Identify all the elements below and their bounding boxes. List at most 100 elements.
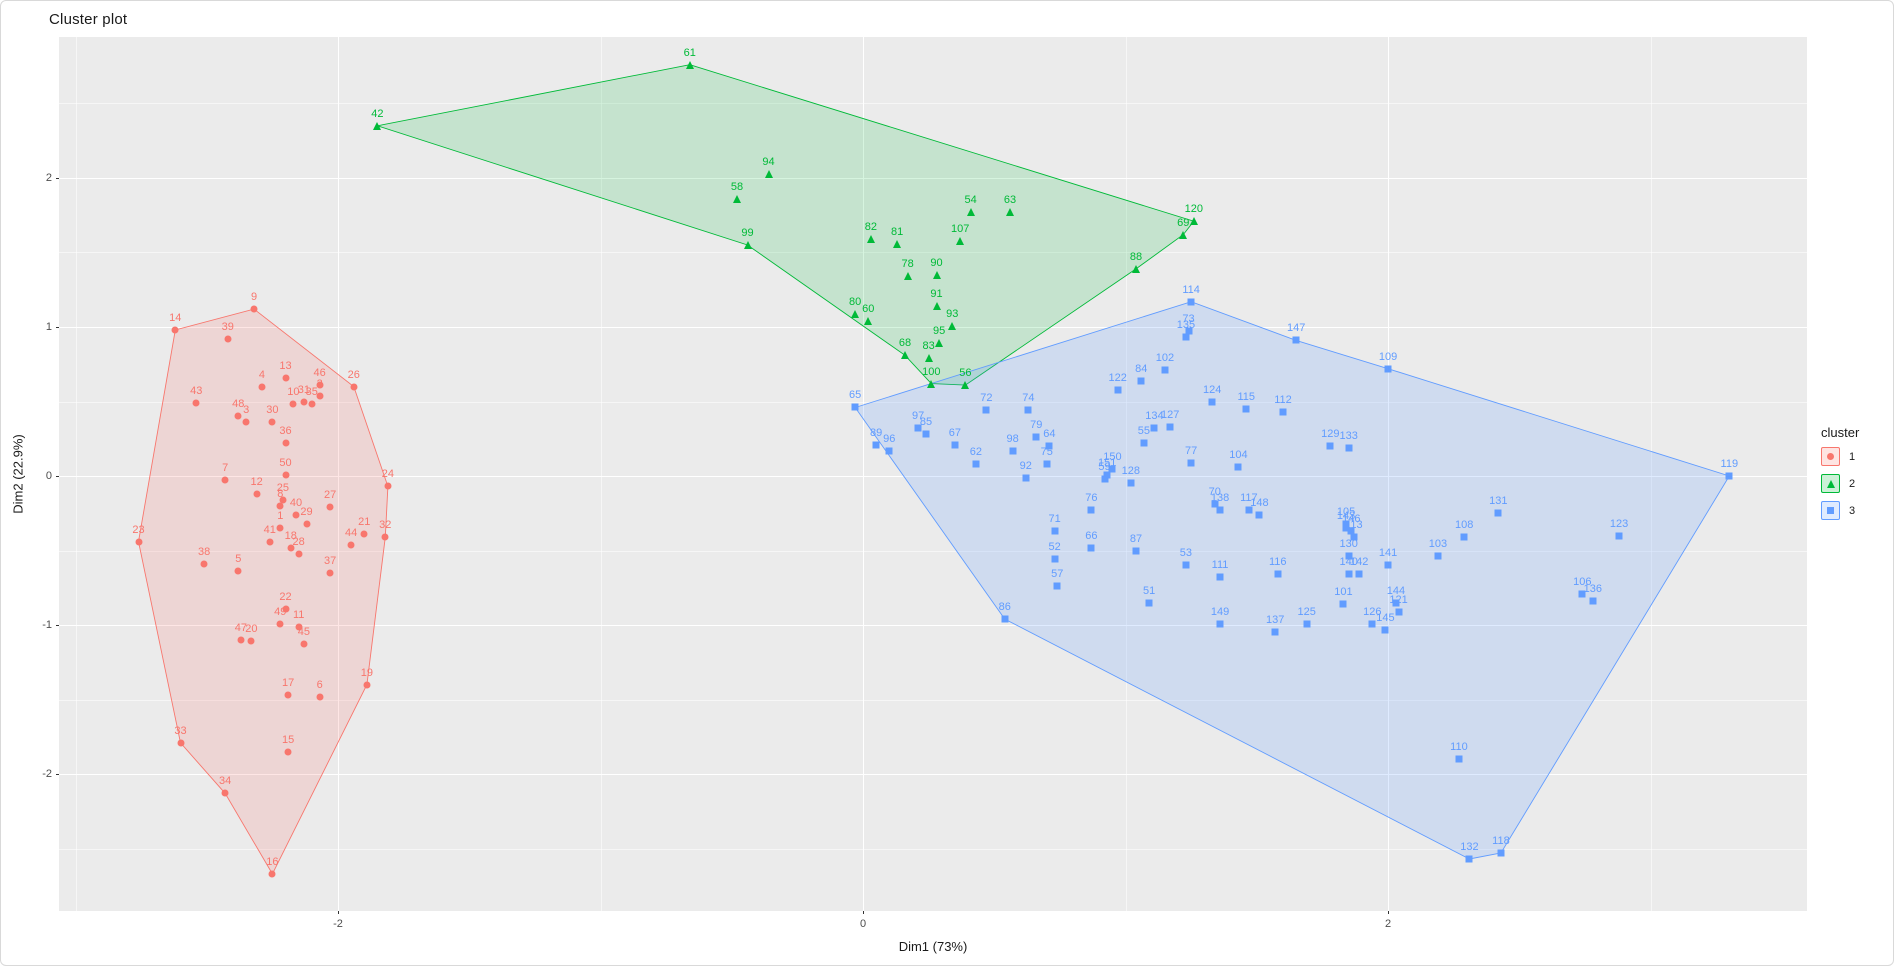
gridline xyxy=(1388,37,1390,911)
point-label-14: 14 xyxy=(169,311,182,324)
data-point-57 xyxy=(1053,582,1061,590)
data-point-74 xyxy=(1024,406,1032,414)
data-point-93 xyxy=(948,321,957,330)
data-point-136 xyxy=(1589,597,1597,605)
data-point-29 xyxy=(303,520,311,528)
point-label-42: 42 xyxy=(371,107,384,120)
point-label-50: 50 xyxy=(279,456,292,469)
data-point-108 xyxy=(1460,533,1468,541)
data-point-115 xyxy=(1242,405,1250,413)
gridline xyxy=(59,252,1807,254)
point-label-149: 149 xyxy=(1210,605,1230,618)
data-point-138 xyxy=(1216,506,1224,514)
data-point-42 xyxy=(373,121,382,130)
point-label-107: 107 xyxy=(950,222,970,235)
point-label-54: 54 xyxy=(964,194,977,207)
legend-item-cluster-2: 2 xyxy=(1821,474,1859,493)
data-point-79 xyxy=(1032,433,1040,441)
point-label-67: 67 xyxy=(948,426,962,439)
point-label-76: 76 xyxy=(1085,492,1098,505)
data-point-127 xyxy=(1166,423,1174,431)
data-point-67 xyxy=(951,441,959,449)
data-point-82 xyxy=(866,235,875,244)
data-point-113 xyxy=(1350,533,1358,541)
data-point-95 xyxy=(935,339,944,348)
gridline xyxy=(75,37,77,911)
data-point-45 xyxy=(300,640,308,648)
legend-key-square-icon xyxy=(1821,501,1840,520)
data-point-47 xyxy=(237,636,245,644)
point-label-132: 132 xyxy=(1460,840,1479,853)
data-point-63 xyxy=(1006,208,1015,217)
point-label-37: 37 xyxy=(324,554,337,567)
data-point-35 xyxy=(308,400,316,408)
gridline xyxy=(59,550,1807,552)
data-point-83 xyxy=(924,354,933,363)
y-tick-label: 0 xyxy=(45,470,52,482)
x-axis-title: Dim1 (73%) xyxy=(898,939,968,954)
point-label-130: 130 xyxy=(1339,538,1358,551)
data-point-50 xyxy=(282,471,290,479)
point-label-118: 118 xyxy=(1492,835,1510,848)
point-label-34: 34 xyxy=(219,775,232,788)
data-point-120 xyxy=(1189,217,1198,226)
point-label-17: 17 xyxy=(282,677,295,690)
point-label-86: 86 xyxy=(998,601,1011,614)
data-point-146 xyxy=(1347,527,1355,535)
point-label-36: 36 xyxy=(279,425,292,438)
data-point-27 xyxy=(326,503,334,511)
data-point-135 xyxy=(1182,333,1190,341)
point-label-33: 33 xyxy=(174,724,187,737)
point-label-110: 110 xyxy=(1450,741,1468,754)
data-point-100 xyxy=(927,379,936,388)
data-point-17 xyxy=(284,691,292,699)
point-label-46: 46 xyxy=(313,367,326,380)
gridline xyxy=(1650,37,1652,911)
point-label-13: 13 xyxy=(279,359,292,372)
point-label-56: 56 xyxy=(959,367,972,380)
data-point-106 xyxy=(1578,590,1586,598)
point-label-49: 49 xyxy=(274,605,287,618)
data-point-70 xyxy=(1211,500,1219,508)
data-point-128 xyxy=(1127,479,1135,487)
data-point-114 xyxy=(1187,298,1195,306)
point-label-59: 59 xyxy=(1098,460,1111,473)
data-point-6 xyxy=(316,693,324,701)
data-point-23 xyxy=(135,538,143,546)
data-point-1 xyxy=(276,524,284,532)
data-point-124 xyxy=(1208,398,1216,405)
point-label-127: 127 xyxy=(1160,408,1180,421)
point-label-77: 77 xyxy=(1185,444,1198,457)
legend-item-cluster-3: 3 xyxy=(1821,501,1859,520)
point-label-121: 121 xyxy=(1389,593,1408,606)
data-point-137 xyxy=(1271,628,1279,636)
point-label-60: 60 xyxy=(862,303,875,316)
data-point-66 xyxy=(1087,544,1095,552)
data-point-122 xyxy=(1114,386,1122,394)
data-point-84 xyxy=(1137,377,1145,385)
point-label-70: 70 xyxy=(1208,486,1221,499)
data-point-96 xyxy=(885,447,893,455)
data-point-148 xyxy=(1255,511,1263,519)
data-point-32 xyxy=(381,533,389,541)
legend-key-triangle-icon xyxy=(1821,474,1840,493)
data-point-103 xyxy=(1434,552,1442,560)
point-label-115: 115 xyxy=(1237,390,1256,403)
data-point-56 xyxy=(961,381,970,390)
point-label-88: 88 xyxy=(1129,250,1143,263)
data-point-59 xyxy=(1101,475,1109,483)
data-point-78 xyxy=(903,272,912,281)
point-label-126: 126 xyxy=(1363,605,1382,618)
point-label-124: 124 xyxy=(1202,383,1222,396)
point-label-19: 19 xyxy=(360,666,374,679)
data-point-28 xyxy=(295,550,303,557)
point-label-150: 150 xyxy=(1103,450,1122,463)
point-label-93: 93 xyxy=(946,307,959,320)
point-label-128: 128 xyxy=(1121,465,1140,478)
point-label-74: 74 xyxy=(1022,392,1035,405)
point-label-111: 111 xyxy=(1211,559,1229,572)
data-point-111 xyxy=(1216,573,1224,581)
y-tick-mark xyxy=(56,774,59,776)
point-label-92: 92 xyxy=(1019,459,1032,472)
